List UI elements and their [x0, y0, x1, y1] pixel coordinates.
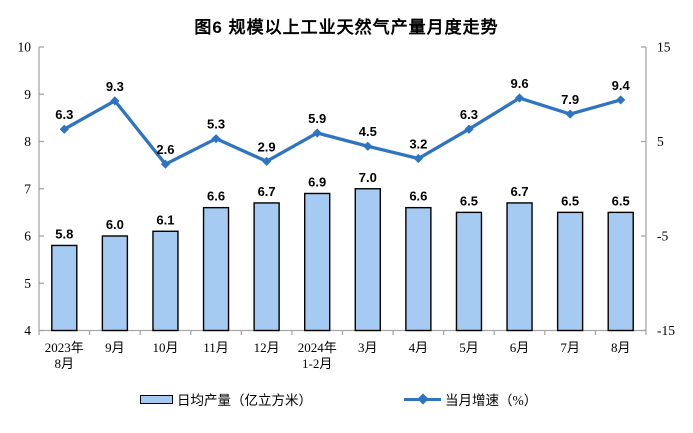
x-axis-category-label: 4月: [409, 340, 429, 355]
bar-value-label: 6.5: [561, 193, 579, 208]
line-marker: [160, 159, 171, 169]
line-marker: [211, 134, 221, 144]
bar-value-label: 6.1: [156, 212, 174, 227]
left-axis-tick-label: 9: [24, 87, 31, 102]
x-axis-category-label: 7月: [560, 340, 580, 355]
bar-value-label: 6.5: [460, 193, 478, 208]
bar-value-label: 6.7: [258, 184, 276, 199]
right-axis-tick-label: -15: [657, 323, 675, 338]
bar: [405, 206, 432, 332]
right-axis-tick-label: -5: [657, 229, 668, 244]
right-axis-tick-label: 5: [657, 134, 664, 149]
line-value-label: 6.3: [460, 107, 478, 122]
line-value-label: 2.6: [156, 142, 174, 157]
bar: [101, 235, 129, 332]
line-value-label: 6.3: [55, 107, 73, 122]
line-value-label: 7.9: [561, 92, 579, 107]
x-axis-category-label: 9月: [105, 340, 125, 355]
bar: [354, 188, 381, 332]
line-marker: [565, 109, 575, 119]
line-value-label: 9.4: [612, 78, 631, 93]
bar-swatch-icon: [140, 394, 173, 404]
left-axis-tick-label: 5: [24, 276, 31, 291]
bar: [607, 211, 634, 332]
left-axis-tick-label: 6: [24, 229, 31, 244]
line-marker: [262, 156, 272, 166]
x-axis-category-label: 2024年 1-2月: [298, 340, 337, 371]
x-axis-category-label: 5月: [459, 340, 479, 355]
line-value-label: 2.9: [258, 139, 276, 154]
legend-item-line: 当月增速（%）: [404, 389, 537, 409]
x-axis-category-label: 6月: [510, 340, 530, 355]
right-axis-tick-label: 15: [657, 40, 671, 55]
trend-line: [62, 96, 623, 166]
left-axis-tick-label: 10: [18, 40, 32, 55]
line-value-label: 9.6: [511, 76, 529, 91]
bar: [202, 206, 230, 332]
bar-value-label: 6.9: [308, 174, 326, 189]
diamond-marker-icon: [416, 393, 429, 405]
line-marker: [312, 128, 322, 138]
bar-value-label: 5.8: [55, 226, 73, 241]
line-marker: [464, 124, 474, 134]
bar-value-label: 7.0: [359, 170, 377, 185]
legend-line-label: 当月增速（%）: [445, 393, 538, 408]
bar-value-label: 6.7: [511, 184, 529, 199]
line-marker: [514, 93, 525, 103]
x-axis-category-label: 10月: [152, 340, 178, 355]
line-marker: [413, 153, 423, 164]
line-value-label: 3.2: [409, 137, 427, 152]
x-axis-category-label: 8月: [611, 340, 631, 355]
left-axis-tick-label: 4: [24, 323, 31, 338]
line-marker: [363, 141, 373, 151]
bar-value-label: 6.0: [106, 217, 124, 232]
bar-value-label: 6.6: [207, 189, 225, 204]
chart-title: 图6 规模以上工业天然气产量月度走势: [194, 18, 499, 37]
line-swatch-icon: [404, 393, 441, 405]
x-axis-category-label: 12月: [254, 340, 280, 355]
bar: [253, 202, 280, 332]
legend-bar-label: 日均产量（亿立方米）: [177, 393, 312, 408]
line-value-label: 5.9: [308, 111, 326, 126]
line-value-label: 4.5: [359, 124, 377, 139]
line-marker: [59, 124, 69, 134]
legend-item-bar: 日均产量（亿立方米）: [140, 389, 312, 409]
bar-value-label: 6.5: [612, 193, 630, 208]
x-axis-category-label: 3月: [358, 340, 378, 355]
bar: [304, 192, 331, 332]
bar: [556, 211, 584, 332]
bar: [51, 244, 78, 332]
line-marker: [616, 95, 626, 105]
bar: [455, 211, 483, 332]
bar: [152, 230, 179, 332]
x-axis-category-label: 11月: [203, 340, 229, 355]
bar-value-label: 6.6: [409, 189, 427, 204]
left-axis-tick-label: 8: [24, 134, 31, 149]
left-axis-tick-label: 7: [24, 181, 31, 196]
line-value-label: 5.3: [207, 117, 225, 132]
line-value-label: 9.3: [106, 79, 124, 94]
x-axis-category-label: 2023年 8月: [45, 340, 84, 371]
line-marker: [110, 96, 120, 106]
bar: [506, 202, 533, 332]
